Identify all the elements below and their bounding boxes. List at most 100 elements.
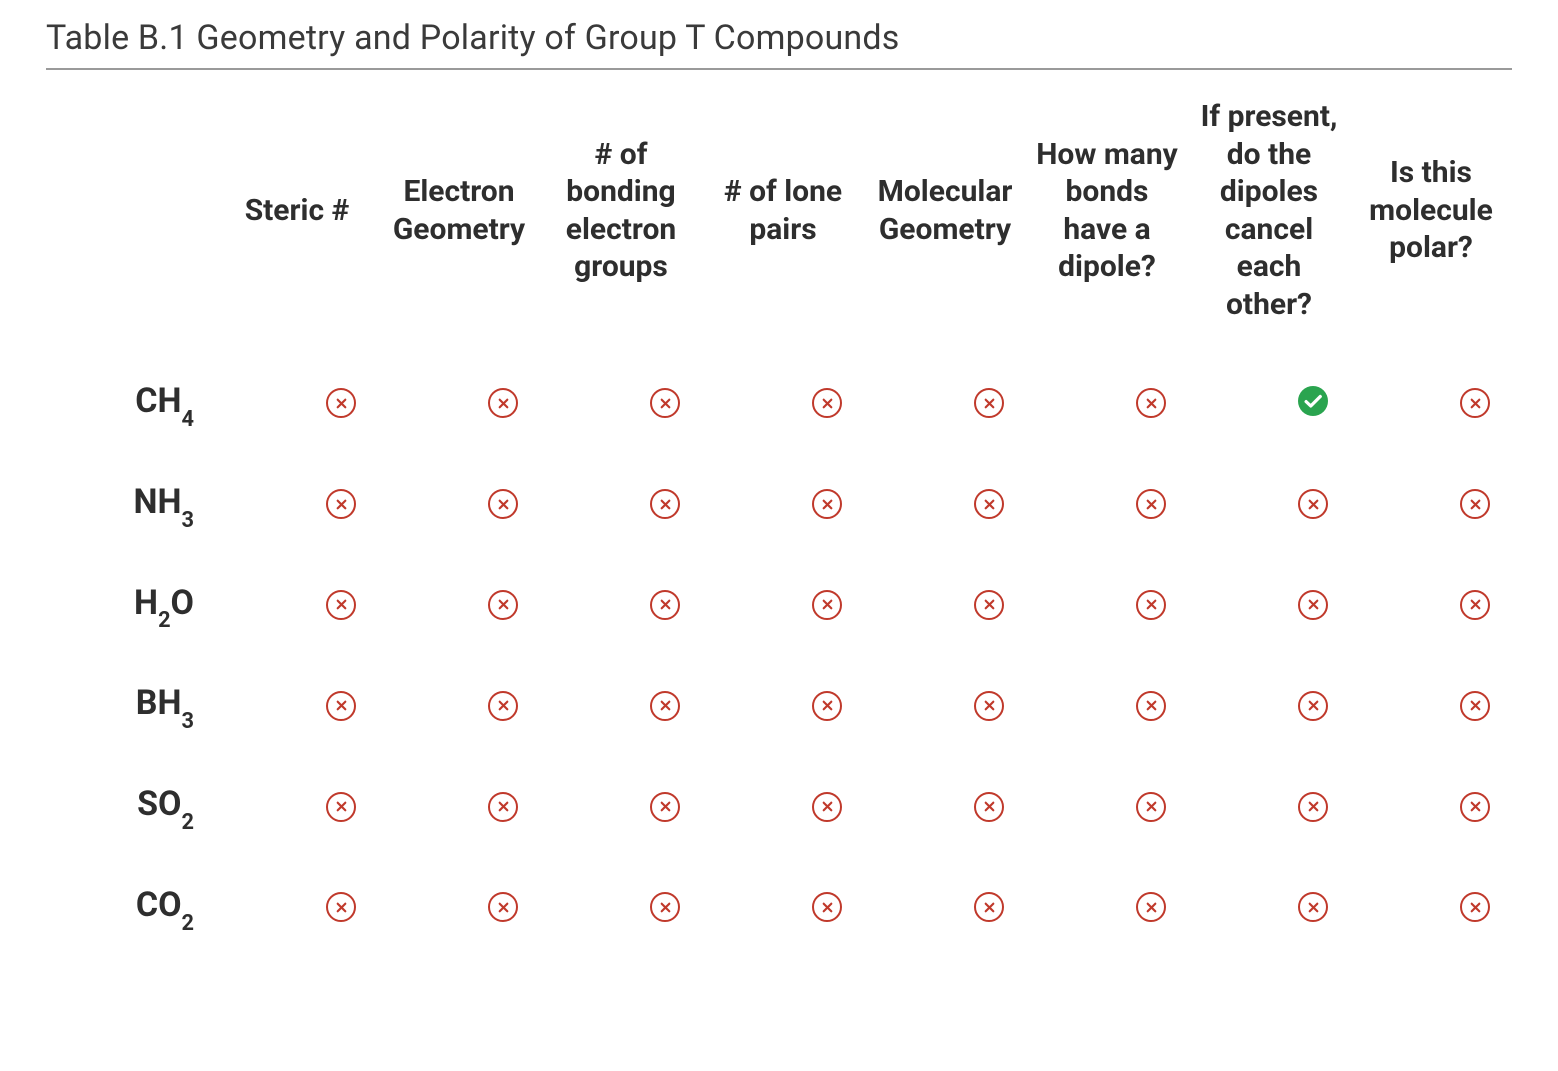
incorrect-icon (650, 792, 680, 822)
status-cell (1026, 756, 1188, 857)
incorrect-icon (488, 489, 518, 519)
status-cell (1188, 353, 1350, 454)
status-cell (1188, 756, 1350, 857)
status-cell (1350, 555, 1512, 656)
status-cell (378, 857, 540, 958)
incorrect-icon (326, 590, 356, 620)
incorrect-icon (1460, 892, 1490, 922)
status-cell (378, 353, 540, 454)
incorrect-icon (326, 792, 356, 822)
incorrect-icon (1460, 792, 1490, 822)
incorrect-icon (974, 691, 1004, 721)
status-cell (1026, 454, 1188, 555)
status-cell (1026, 555, 1188, 656)
incorrect-icon (650, 691, 680, 721)
status-cell (378, 555, 540, 656)
status-cell (216, 353, 378, 454)
incorrect-icon (974, 388, 1004, 418)
incorrect-icon (812, 590, 842, 620)
table-header-row: Steric # Electron Geometry # of bonding … (46, 92, 1512, 353)
row-label: NH3 (46, 454, 216, 555)
status-cell (1350, 756, 1512, 857)
row-label: SO2 (46, 756, 216, 857)
incorrect-icon (326, 388, 356, 418)
header-electron-geom: Electron Geometry (378, 92, 540, 353)
table-body: CH4NH3H2OBH3SO2CO2 (46, 353, 1512, 958)
incorrect-icon (1298, 892, 1328, 922)
status-cell (1026, 857, 1188, 958)
table-row: BH3 (46, 655, 1512, 756)
status-cell (216, 555, 378, 656)
status-cell (1188, 555, 1350, 656)
incorrect-icon (1298, 590, 1328, 620)
header-bonds-dipole: How many bonds have a dipole? (1026, 92, 1188, 353)
status-cell (216, 756, 378, 857)
incorrect-icon (812, 892, 842, 922)
status-cell (540, 555, 702, 656)
incorrect-icon (974, 892, 1004, 922)
incorrect-icon (326, 691, 356, 721)
incorrect-icon (974, 590, 1004, 620)
header-blank (46, 92, 216, 353)
incorrect-icon (1298, 489, 1328, 519)
status-cell (1026, 655, 1188, 756)
incorrect-icon (1136, 892, 1166, 922)
header-molecular-geom: Molecular Geometry (864, 92, 1026, 353)
geometry-polarity-table: Steric # Electron Geometry # of bonding … (46, 92, 1512, 958)
incorrect-icon (326, 892, 356, 922)
incorrect-icon (488, 388, 518, 418)
incorrect-icon (1460, 489, 1490, 519)
incorrect-icon (974, 489, 1004, 519)
incorrect-icon (488, 892, 518, 922)
table-row: CH4 (46, 353, 1512, 454)
table-row: CO2 (46, 857, 1512, 958)
status-cell (702, 857, 864, 958)
status-cell (702, 555, 864, 656)
status-cell (540, 655, 702, 756)
incorrect-icon (1136, 691, 1166, 721)
incorrect-icon (488, 792, 518, 822)
status-cell (864, 756, 1026, 857)
incorrect-icon (1136, 388, 1166, 418)
status-cell (1188, 454, 1350, 555)
incorrect-icon (488, 590, 518, 620)
table-row: H2O (46, 555, 1512, 656)
status-cell (540, 756, 702, 857)
incorrect-icon (1460, 691, 1490, 721)
status-cell (864, 555, 1026, 656)
status-cell (378, 655, 540, 756)
row-label: CH4 (46, 353, 216, 454)
page-root: Table B.1 Geometry and Polarity of Group… (0, 0, 1558, 998)
status-cell (864, 454, 1026, 555)
status-cell (216, 655, 378, 756)
status-cell (540, 857, 702, 958)
incorrect-icon (812, 388, 842, 418)
incorrect-icon (650, 489, 680, 519)
incorrect-icon (1298, 792, 1328, 822)
status-cell (702, 756, 864, 857)
incorrect-icon (1136, 590, 1166, 620)
incorrect-icon (326, 489, 356, 519)
row-label: H2O (46, 555, 216, 656)
status-cell (540, 454, 702, 555)
header-steric: Steric # (216, 92, 378, 353)
status-cell (1350, 655, 1512, 756)
row-label: CO2 (46, 857, 216, 958)
status-cell (1350, 353, 1512, 454)
status-cell (702, 454, 864, 555)
status-cell (540, 353, 702, 454)
incorrect-icon (650, 892, 680, 922)
row-label: BH3 (46, 655, 216, 756)
header-dipoles-cancel: If present, do the dipoles cancel each o… (1188, 92, 1350, 353)
header-is-polar: Is this molecule polar? (1350, 92, 1512, 353)
status-cell (216, 857, 378, 958)
correct-icon (1298, 386, 1328, 416)
status-cell (702, 353, 864, 454)
header-bonding-groups: # of bonding electron groups (540, 92, 702, 353)
incorrect-icon (812, 691, 842, 721)
incorrect-icon (1136, 792, 1166, 822)
status-cell (864, 353, 1026, 454)
incorrect-icon (1298, 691, 1328, 721)
table-row: NH3 (46, 454, 1512, 555)
status-cell (1188, 655, 1350, 756)
